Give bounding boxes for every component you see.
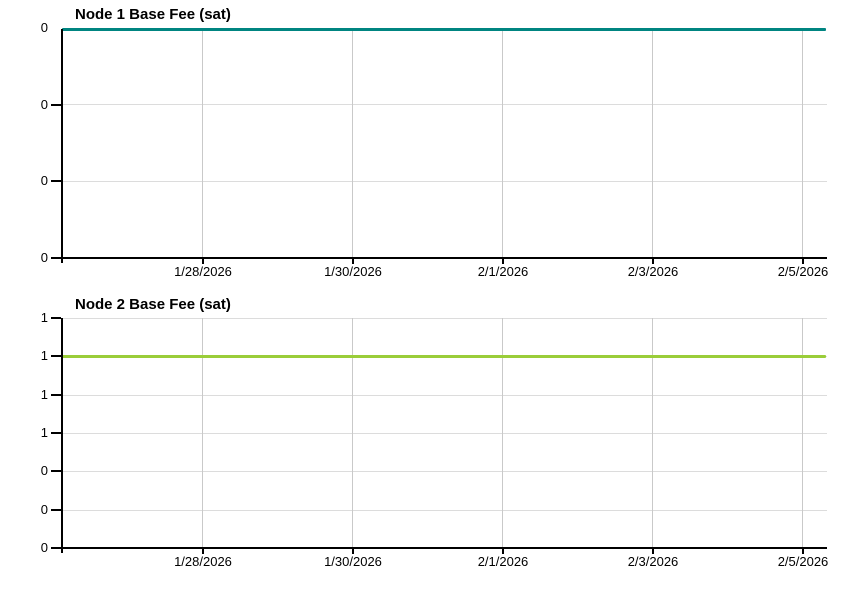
x-tick <box>202 549 204 554</box>
y-tick-label: 0 <box>40 250 48 265</box>
y-tick-label: 0 <box>40 502 48 517</box>
chart-title: Node 1 Base Fee (sat) <box>75 6 231 23</box>
x-tick-label: 2/3/2026 <box>627 264 679 279</box>
y-tick-label: 1 <box>40 387 48 402</box>
x-tick <box>352 549 354 554</box>
v-gridline <box>502 318 503 548</box>
y-axis-line <box>61 318 63 553</box>
v-gridline <box>202 29 203 258</box>
x-tick <box>652 549 654 554</box>
y-tick <box>51 432 61 434</box>
x-tick <box>502 259 504 264</box>
x-tick <box>802 549 804 554</box>
v-gridline <box>652 29 653 258</box>
x-tick <box>802 259 804 264</box>
y-tick-label: 0 <box>40 173 48 188</box>
h-gridline <box>62 471 827 472</box>
y-tick <box>51 104 61 106</box>
x-tick <box>202 259 204 264</box>
v-gridline <box>202 318 203 548</box>
x-tick-label: 2/1/2026 <box>477 264 529 279</box>
x-tick <box>352 259 354 264</box>
v-gridline <box>502 29 503 258</box>
y-tick <box>51 355 61 357</box>
y-tick-label: 0 <box>40 20 48 35</box>
x-tick-label: 1/28/2026 <box>174 264 232 279</box>
y-tick-label: 1 <box>40 310 48 325</box>
h-gridline <box>62 318 827 319</box>
plot-area <box>62 28 827 258</box>
h-gridline <box>62 433 827 434</box>
y-tick <box>51 547 61 549</box>
h-gridline <box>62 395 827 396</box>
y-tick <box>51 470 61 472</box>
h-gridline <box>62 510 827 511</box>
x-tick-label: 2/5/2026 <box>777 554 829 569</box>
y-tick <box>51 180 61 182</box>
chart-title: Node 2 Base Fee (sat) <box>75 296 231 313</box>
x-axis-line <box>62 257 827 259</box>
y-tick <box>51 509 61 511</box>
v-gridline <box>652 318 653 548</box>
series-line-node1 <box>62 28 826 31</box>
x-tick-label: 2/5/2026 <box>777 264 829 279</box>
x-tick-label: 1/30/2026 <box>324 554 382 569</box>
x-tick <box>652 259 654 264</box>
y-tick-label: 0 <box>40 540 48 555</box>
series-line-node2 <box>62 355 826 358</box>
x-tick-label: 2/1/2026 <box>477 554 529 569</box>
plot-area <box>62 318 827 548</box>
v-gridline <box>802 29 803 258</box>
x-tick-label: 1/28/2026 <box>174 554 232 569</box>
y-tick-label: 1 <box>40 348 48 363</box>
x-tick <box>502 549 504 554</box>
x-tick-label: 1/30/2026 <box>324 264 382 279</box>
y-tick <box>51 317 61 319</box>
v-gridline <box>352 29 353 258</box>
y-tick <box>51 394 61 396</box>
h-gridline <box>62 181 827 182</box>
h-gridline <box>62 104 827 105</box>
y-tick <box>51 257 61 259</box>
y-tick-label: 0 <box>40 463 48 478</box>
x-axis-line <box>62 547 827 549</box>
y-axis-line <box>61 29 63 263</box>
y-tick-label: 1 <box>40 425 48 440</box>
v-gridline <box>802 318 803 548</box>
x-tick-label: 2/3/2026 <box>627 554 679 569</box>
y-tick-label: 0 <box>40 97 48 112</box>
v-gridline <box>352 318 353 548</box>
